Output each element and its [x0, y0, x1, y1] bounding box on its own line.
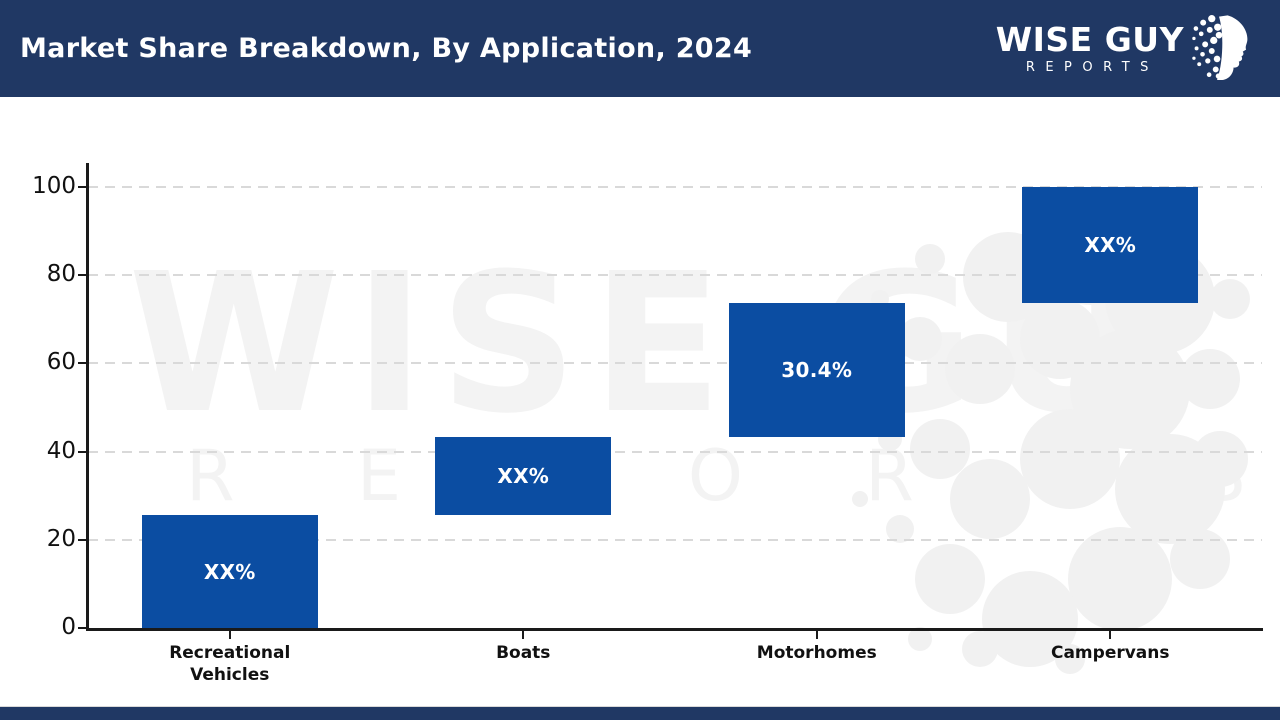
- x-category-label-2: Motorhomes: [756, 643, 877, 663]
- y-tick-mark-40: [78, 450, 86, 453]
- gridline-y100: [88, 186, 1262, 188]
- bar-boats: XX%: [435, 436, 612, 516]
- x-tick-mark-0: [228, 631, 231, 639]
- bar-value-label: XX%: [203, 559, 256, 584]
- y-tick-mark-80: [78, 274, 86, 277]
- report-title: Market Share Breakdown, By Application, …: [20, 33, 753, 64]
- bar-value-label: XX%: [1084, 232, 1137, 257]
- y-tick-label-40: 40: [46, 437, 76, 464]
- logo-subtitle: REPORTS: [1025, 59, 1159, 75]
- bar-value-label: XX%: [497, 463, 550, 488]
- report-header: Market Share Breakdown, By Application, …: [0, 0, 1280, 97]
- chart-area: WISE GU R E P O R T S 0 20 40 60 80 100 XX% Rec…: [0, 97, 1280, 706]
- x-tick-mark-3: [1109, 631, 1112, 639]
- gridline-y80: [88, 274, 1262, 277]
- y-tick-label-80: 80: [46, 261, 76, 288]
- y-axis-line: [86, 163, 89, 631]
- x-tick-mark-2: [815, 631, 818, 639]
- x-category-label-3: Campervans: [1050, 643, 1170, 663]
- x-category-label-1: Boats: [496, 643, 551, 663]
- gridline-y20: [88, 538, 1262, 541]
- y-tick-label-20: 20: [46, 525, 76, 552]
- bar-recreational-vehicles: XX%: [141, 515, 318, 628]
- gridline-y40: [88, 450, 1262, 453]
- y-tick-label-100: 100: [32, 173, 76, 199]
- bar-value-label: 30.4%: [781, 357, 853, 382]
- y-tick-mark-20: [78, 538, 86, 541]
- x-axis-line: [86, 628, 1263, 631]
- bar-campervans: XX%: [1022, 187, 1199, 303]
- y-tick-mark-100: [78, 186, 86, 188]
- y-tick-label-60: 60: [46, 349, 76, 376]
- x-category-label-0: Recreational Vehicles: [169, 643, 291, 686]
- report-footer: [0, 707, 1280, 720]
- logo-wordmark: WISE GUY: [995, 19, 1184, 59]
- y-tick-label-0: 0: [61, 614, 76, 640]
- x-tick-mark-1: [522, 631, 525, 639]
- footer-divider: [0, 706, 1280, 707]
- y-tick-mark-0: [78, 627, 86, 629]
- bar-motorhomes: 30.4%: [728, 302, 905, 437]
- wiseguy-logo: WISE GUY REPORTS: [996, 12, 1254, 86]
- y-tick-mark-60: [78, 362, 86, 365]
- gridline-y60: [88, 362, 1262, 365]
- logo-head-icon: [1192, 14, 1248, 80]
- logo-wordmark-block: WISE GUY REPORTS: [996, 23, 1184, 75]
